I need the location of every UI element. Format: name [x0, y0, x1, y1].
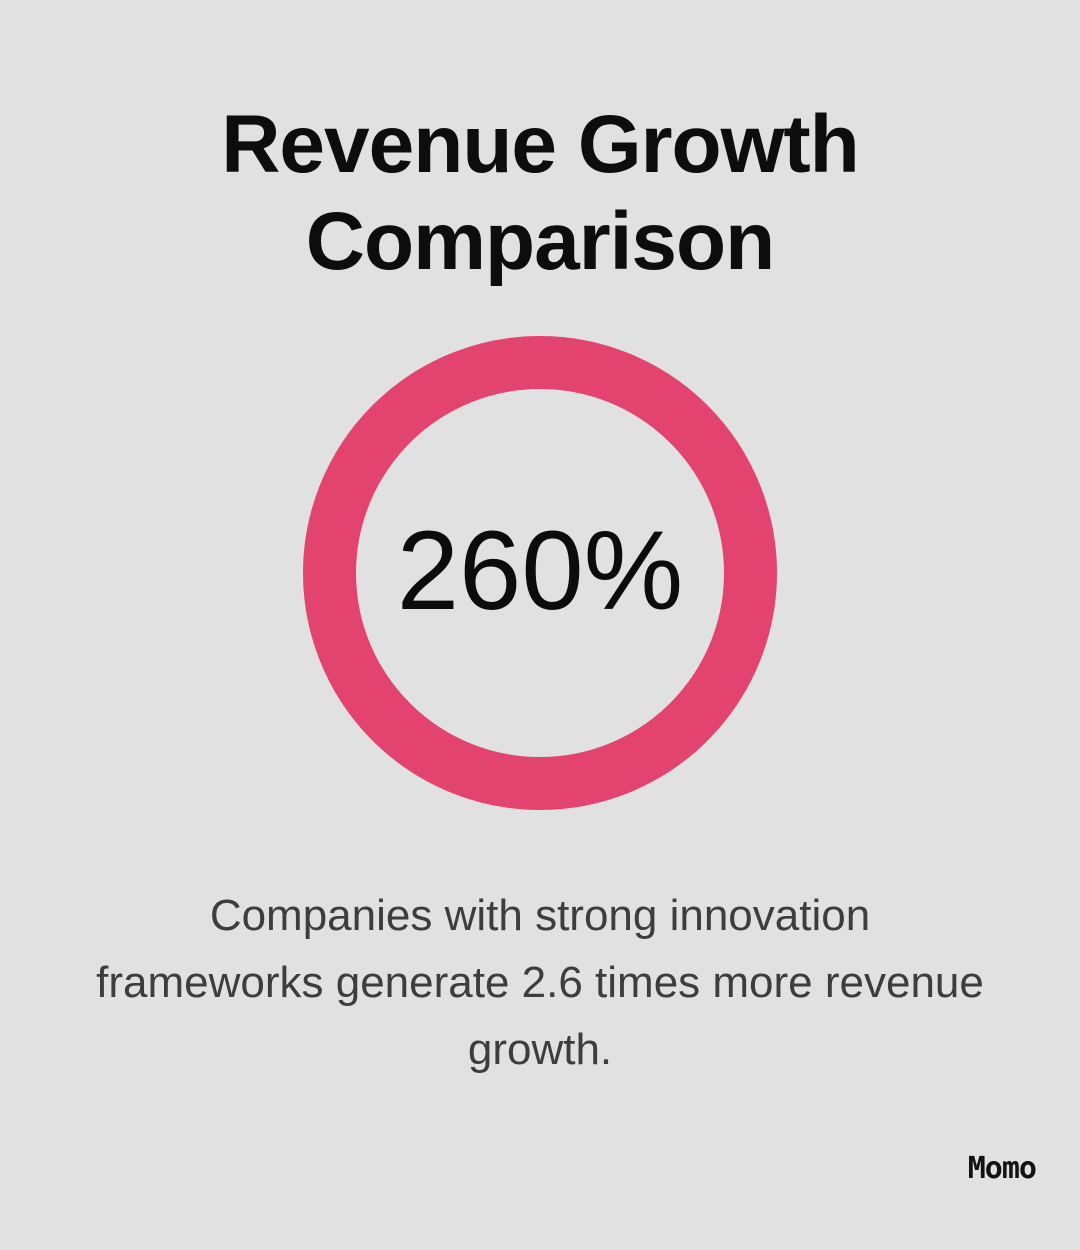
title-line-2: Comparison	[305, 196, 775, 287]
stat-value: 260%	[396, 507, 684, 633]
brand-logo: Momo	[967, 1151, 1037, 1186]
subtitle-line-1: Companies with strong innovation	[209, 891, 871, 940]
subtitle-line-2: frameworks generate 2.6 times more reven…	[96, 958, 984, 1007]
title-line-1: Revenue Growth	[221, 99, 860, 190]
subtitle-line-3: growth.	[467, 1025, 613, 1074]
stat-ring: 260%	[303, 336, 777, 810]
stat-description: Companies with strong innovation framewo…	[0, 810, 1080, 1083]
page-title: Revenue Growth Comparison	[0, 0, 1080, 290]
